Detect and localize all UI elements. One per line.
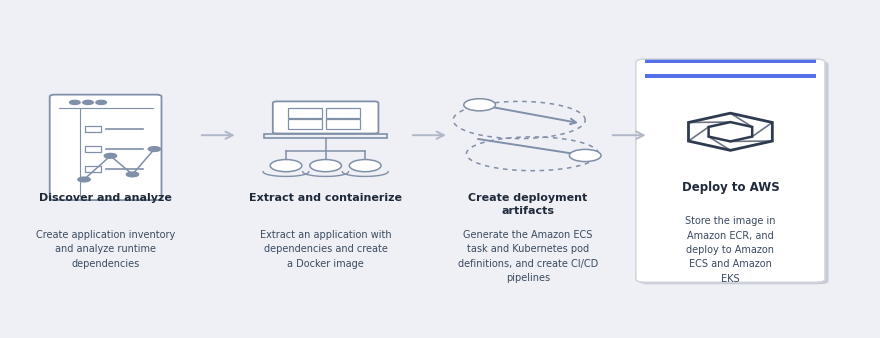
FancyBboxPatch shape — [635, 59, 825, 282]
Circle shape — [148, 147, 160, 151]
Bar — [326, 108, 360, 118]
Circle shape — [127, 172, 139, 177]
Bar — [288, 108, 322, 118]
Bar — [85, 166, 101, 172]
Bar — [264, 134, 387, 138]
Text: Generate the Amazon ECS
task and Kubernetes pod
definitions, and create CI/CD
pi: Generate the Amazon ECS task and Kuberne… — [458, 230, 598, 283]
Text: Deploy to AWS: Deploy to AWS — [681, 182, 780, 194]
Text: Create application inventory
and analyze runtime
dependencies: Create application inventory and analyze… — [36, 230, 175, 269]
Circle shape — [270, 160, 302, 172]
Bar — [644, 59, 817, 78]
Text: Extract an application with
dependencies and create
a Docker image: Extract an application with dependencies… — [260, 230, 392, 269]
Circle shape — [105, 153, 116, 158]
Text: Store the image in
Amazon ECR, and
deploy to Amazon
ECS and Amazon
EKS: Store the image in Amazon ECR, and deplo… — [686, 216, 775, 284]
Circle shape — [70, 100, 80, 104]
Bar — [326, 119, 360, 129]
Bar — [288, 119, 322, 129]
FancyBboxPatch shape — [273, 101, 378, 134]
Circle shape — [96, 100, 106, 104]
Bar — [85, 146, 101, 152]
Circle shape — [83, 100, 93, 104]
Text: Extract and containerize: Extract and containerize — [249, 193, 402, 203]
Bar — [85, 126, 101, 132]
Circle shape — [569, 149, 601, 162]
Text: Discover and analyze: Discover and analyze — [40, 193, 172, 203]
FancyBboxPatch shape — [49, 95, 162, 200]
Text: Create deployment
artifacts: Create deployment artifacts — [468, 193, 588, 216]
Circle shape — [349, 160, 381, 172]
Bar — [644, 63, 817, 74]
Circle shape — [310, 160, 341, 172]
Circle shape — [464, 99, 495, 111]
Circle shape — [78, 177, 90, 182]
FancyBboxPatch shape — [639, 61, 828, 284]
